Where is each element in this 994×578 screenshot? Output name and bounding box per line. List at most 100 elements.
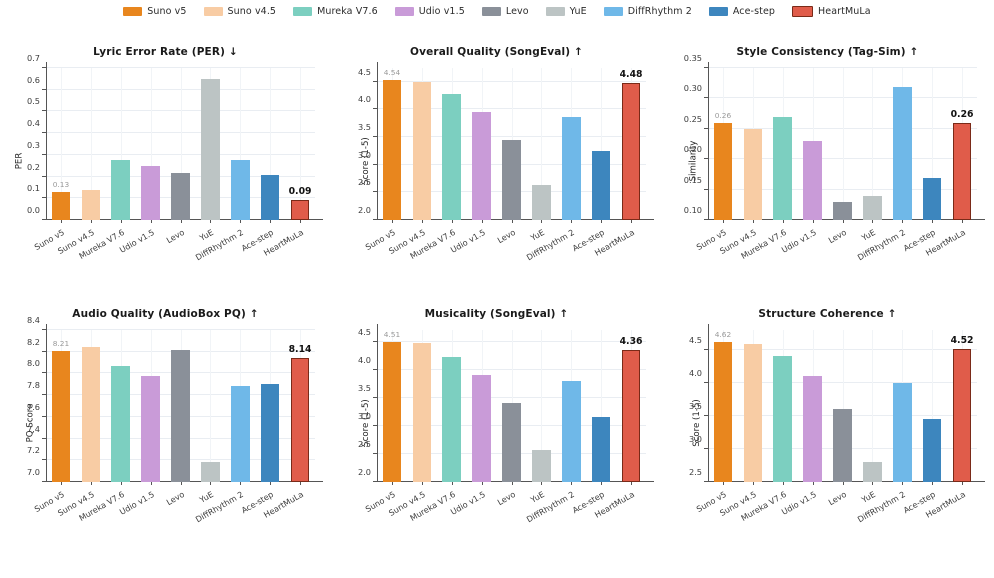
legend-item[interactable]: Mureka V7.6 bbox=[293, 6, 378, 17]
bar[interactable]: 4.62 bbox=[713, 330, 733, 482]
bar[interactable]: 4.36 bbox=[620, 336, 643, 482]
y-axis-line bbox=[46, 62, 47, 220]
bar[interactable] bbox=[803, 140, 822, 220]
bar[interactable] bbox=[502, 140, 521, 220]
x-axis-tick-label: YuE bbox=[198, 489, 216, 505]
bar-slot: Udio v1.5 bbox=[117, 330, 166, 517]
legend-item[interactable]: Udio v1.5 bbox=[394, 6, 465, 17]
bar[interactable] bbox=[472, 111, 491, 220]
bar[interactable] bbox=[201, 462, 220, 482]
bar[interactable] bbox=[141, 375, 160, 482]
bar[interactable] bbox=[442, 93, 461, 220]
legend-item[interactable]: DiffRhythm 2 bbox=[603, 6, 692, 17]
bar[interactable] bbox=[231, 159, 250, 220]
y-axis-tick: 3.5 bbox=[357, 383, 371, 394]
x-axis-tick-mark bbox=[752, 220, 754, 223]
bar[interactable] bbox=[81, 347, 101, 482]
y-axis-tick-mark bbox=[42, 219, 46, 220]
bar[interactable] bbox=[743, 128, 763, 220]
bar[interactable] bbox=[803, 375, 822, 482]
bar[interactable] bbox=[562, 380, 581, 482]
bar[interactable] bbox=[532, 185, 551, 220]
bar[interactable] bbox=[171, 349, 190, 482]
x-axis-tick-mark bbox=[962, 482, 964, 485]
vertical-gridline bbox=[541, 330, 543, 482]
bar[interactable] bbox=[922, 178, 942, 220]
bar[interactable]: 0.09 bbox=[289, 186, 312, 220]
bar[interactable] bbox=[893, 382, 912, 482]
bar-slot: Udio v1.5 bbox=[117, 68, 166, 255]
plot-area: 2.0 2.5 3.0 3.5 4.0 4.5 Suno v5 4.54 Suno v4.5 Mu… bbox=[358, 62, 654, 262]
legend-item[interactable]: Levo bbox=[481, 6, 529, 17]
bar[interactable] bbox=[773, 355, 792, 482]
bar[interactable] bbox=[111, 365, 130, 482]
bar[interactable] bbox=[922, 419, 942, 482]
y-axis-tick: 0.15 bbox=[683, 174, 702, 185]
x-axis-tick-mark bbox=[962, 220, 964, 223]
bar[interactable] bbox=[412, 81, 432, 220]
x-axis-tick-mark bbox=[722, 482, 724, 485]
bar[interactable]: 0.13 bbox=[51, 180, 71, 220]
bar[interactable] bbox=[833, 202, 852, 220]
y-axis-tick-mark bbox=[704, 127, 708, 129]
bar[interactable]: 0.26 bbox=[713, 111, 733, 220]
bar[interactable] bbox=[81, 189, 101, 220]
bar[interactable] bbox=[472, 374, 491, 482]
bar[interactable]: 8.21 bbox=[51, 339, 71, 482]
bar[interactable]: 4.54 bbox=[382, 68, 402, 220]
x-axis-tick-mark bbox=[120, 220, 122, 223]
bar[interactable] bbox=[442, 356, 461, 482]
bar[interactable]: 0.26 bbox=[951, 109, 974, 220]
y-axis-tick: 4.5 bbox=[357, 327, 371, 338]
bar[interactable] bbox=[260, 384, 280, 482]
bar[interactable] bbox=[591, 151, 611, 220]
x-axis-tick-mark bbox=[571, 220, 573, 223]
y-axis-tick-mark bbox=[42, 88, 46, 90]
x-axis-tick-mark bbox=[451, 482, 453, 485]
legend-swatch bbox=[792, 6, 814, 17]
legend-item[interactable]: Suno v5 bbox=[123, 6, 186, 17]
vertical-gridline bbox=[270, 68, 272, 220]
chart-panel: Style Consistency (Tag-Sim) ↑ Similarity 0… bbox=[662, 30, 993, 292]
bar[interactable] bbox=[562, 117, 581, 220]
bar[interactable] bbox=[532, 450, 551, 482]
bar[interactable] bbox=[141, 166, 160, 220]
bar[interactable] bbox=[863, 196, 882, 220]
bar[interactable] bbox=[743, 343, 763, 482]
legend-item[interactable]: Ace-step bbox=[708, 6, 775, 17]
x-axis-tick-mark bbox=[240, 220, 242, 223]
x-axis-tick-mark bbox=[782, 482, 784, 485]
vertical-gridline bbox=[90, 68, 92, 220]
bar[interactable] bbox=[412, 343, 432, 482]
bar[interactable] bbox=[833, 408, 852, 482]
bar-slot: HeartMuLa 4.52 bbox=[924, 330, 977, 520]
bar[interactable] bbox=[773, 116, 792, 220]
bar[interactable] bbox=[260, 175, 280, 220]
bar[interactable] bbox=[171, 172, 190, 220]
y-axis-tick: 2.5 bbox=[357, 177, 371, 188]
bar[interactable] bbox=[893, 86, 912, 220]
y-axis-tick-mark bbox=[42, 329, 46, 330]
bar[interactable] bbox=[231, 386, 250, 482]
bar-value-label: 4.51 bbox=[383, 329, 401, 339]
bar[interactable] bbox=[111, 159, 130, 220]
y-axis-tick: 0.20 bbox=[683, 144, 702, 155]
bar[interactable]: 4.52 bbox=[951, 335, 974, 482]
bar-slot: Suno v4.5 bbox=[387, 330, 437, 518]
bar-slot: HeartMuLa 4.36 bbox=[593, 330, 646, 520]
bar[interactable]: 8.14 bbox=[289, 344, 312, 482]
legend-swatch bbox=[293, 7, 313, 16]
vertical-gridline bbox=[180, 68, 182, 220]
bar[interactable] bbox=[201, 79, 220, 220]
legend-item[interactable]: Suno v4.5 bbox=[203, 6, 277, 17]
bar[interactable]: 4.51 bbox=[382, 330, 402, 482]
bar[interactable] bbox=[502, 402, 521, 482]
legend-item[interactable]: YuE bbox=[545, 6, 587, 17]
legend-item[interactable]: HeartMuLa bbox=[792, 6, 871, 17]
y-axis-tick: 8.2 bbox=[26, 336, 40, 347]
bar[interactable] bbox=[863, 462, 882, 482]
bar-value-label: 8.21 bbox=[52, 338, 70, 348]
gridline bbox=[46, 67, 315, 68]
bar[interactable]: 4.48 bbox=[620, 69, 643, 220]
bar[interactable] bbox=[591, 417, 611, 482]
